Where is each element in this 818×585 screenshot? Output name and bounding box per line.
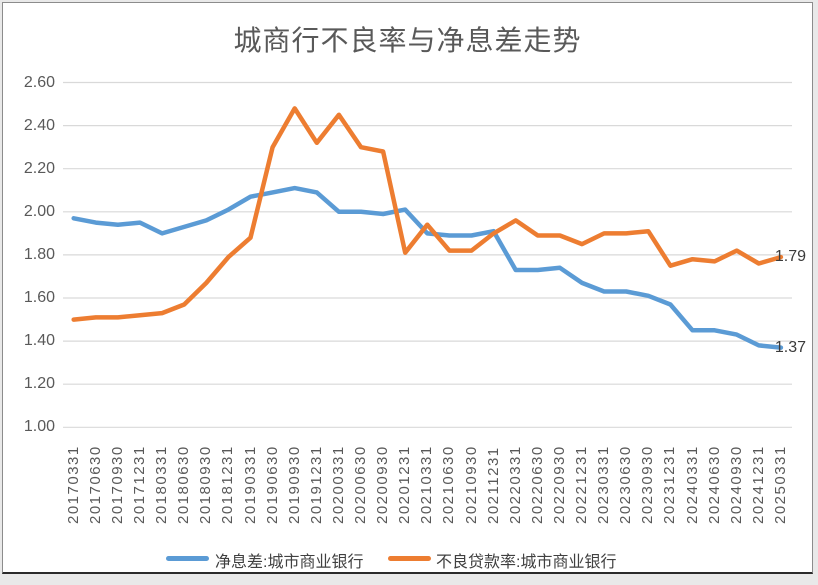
- x-axis-tick-label: 20230930: [639, 445, 657, 524]
- chart-frame: 城商行不良率与净息差走势 2.60 2.40 2.20 2.00 1.80 1.60 1.4…: [2, 2, 813, 574]
- x-axis-tick-label: 20170331: [64, 445, 82, 524]
- x-axis-tick-label: 20171231: [131, 445, 148, 524]
- x-axis-tick-label: 20240630: [705, 445, 723, 524]
- x-axis-tick-label: 20190331: [241, 445, 259, 524]
- y-axis-tick-label: 2.20: [23, 159, 55, 177]
- y-axis-tick-label: 1.20: [23, 375, 55, 393]
- y-axis-tick-label: 2.40: [23, 116, 55, 134]
- x-axis-tick-label: 20250331: [771, 445, 789, 524]
- y-axis-tick-label: 1.80: [23, 245, 55, 263]
- legend-swatch-nim: [166, 556, 209, 561]
- x-axis-tick-label: 20210630: [440, 445, 458, 524]
- legend-swatch-npl: [388, 556, 431, 561]
- x-axis-tick-label: 20231231: [661, 445, 679, 524]
- x-axis-tick-label: 20210331: [418, 445, 436, 524]
- x-axis-tick-label: 20210930: [462, 445, 480, 524]
- x-axis-tick-label: 20201231: [396, 445, 414, 524]
- series-line-nim: [71, 185, 784, 350]
- y-axis-tick-label: 2.60: [23, 73, 55, 91]
- x-axis-tick-label: 20220930: [550, 445, 568, 524]
- x-axis-tick-label: 20200930: [374, 445, 392, 524]
- y-axis-tick-label: 1.40: [23, 332, 55, 350]
- y-axis-tick-label: 2.00: [23, 202, 55, 220]
- x-axis-tick-label: 20240331: [683, 445, 701, 524]
- x-axis-tick-label: 20190630: [263, 445, 281, 524]
- x-axis-tick-label: 20221231: [573, 445, 590, 524]
- x-axis-tick-label: 20170930: [108, 445, 126, 524]
- x-axis-tick-label: 20200630: [352, 445, 369, 524]
- y-axis-tick-label: 1.60: [23, 289, 55, 306]
- x-axis-tick-label: 20240930: [727, 445, 745, 524]
- y-axis-tick-label: 1.00: [23, 418, 55, 436]
- legend-label-nim: 净息差:城市商业银行: [215, 554, 364, 571]
- x-axis-tick-label: 20241231: [749, 445, 767, 524]
- legend-label-npl: 不良贷款率:城市商业银行: [436, 554, 617, 571]
- x-axis-tick-label: 20191231: [307, 445, 325, 524]
- x-axis-tick-label: 20181231: [219, 445, 237, 524]
- x-axis-tick-label: 20180331: [153, 445, 171, 524]
- x-axis-tick-label: 20170630: [86, 445, 104, 524]
- x-axis-tick-label: 20230630: [617, 445, 635, 524]
- x-axis-tick-label: 20230331: [595, 445, 613, 524]
- series-line-npl: [71, 106, 784, 322]
- x-axis-tick-label: 20200331: [329, 445, 347, 524]
- chart-title: 城商行不良率与净息差走势: [233, 26, 582, 57]
- end-data-label: 1.79: [774, 248, 807, 266]
- x-axis-tick-label: 20180630: [175, 445, 193, 524]
- x-axis-tick-label: 20180930: [197, 445, 215, 524]
- x-axis-tick-label: 20220630: [528, 445, 546, 524]
- x-axis-tick-label: 20211231: [484, 446, 502, 524]
- x-axis-tick-label: 20220331: [506, 445, 524, 524]
- end-data-label: 1.37: [774, 338, 807, 356]
- x-axis-tick-label: 20190930: [285, 445, 303, 524]
- legend: 净息差:城市商业银行 不良贷款率:城市商业银行: [3, 546, 812, 572]
- chart-plot-area: [63, 81, 792, 428]
